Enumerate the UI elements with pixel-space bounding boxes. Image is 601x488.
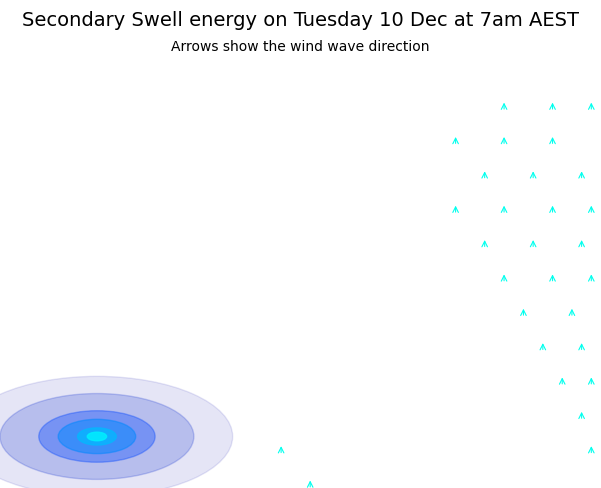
Ellipse shape [78, 428, 117, 445]
Ellipse shape [39, 411, 155, 462]
Ellipse shape [87, 432, 106, 441]
Text: Secondary Swell energy on Tuesday 10 Dec at 7am AEST: Secondary Swell energy on Tuesday 10 Dec… [22, 11, 579, 30]
Ellipse shape [0, 393, 194, 479]
Text: Arrows show the wind wave direction: Arrows show the wind wave direction [171, 40, 430, 54]
Ellipse shape [58, 419, 136, 454]
Ellipse shape [0, 376, 233, 488]
